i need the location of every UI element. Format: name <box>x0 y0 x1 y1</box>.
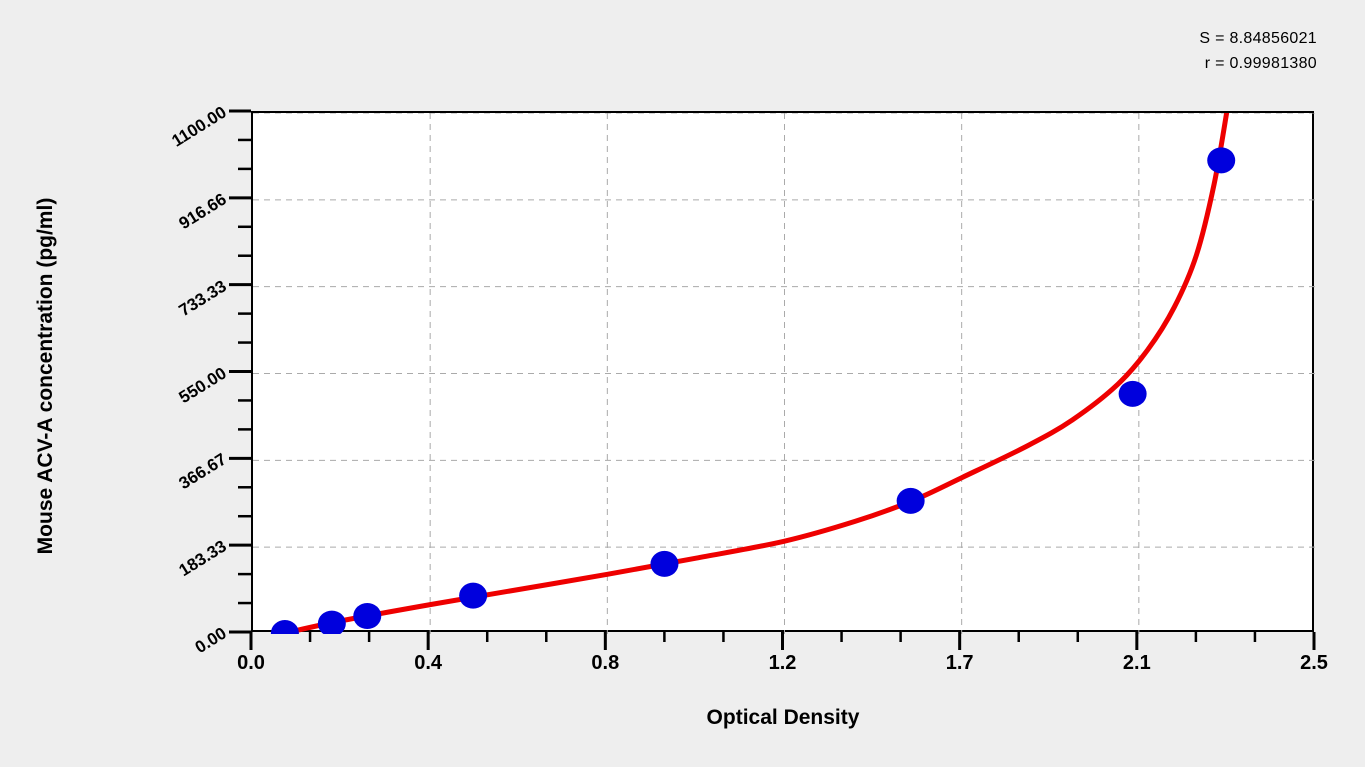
x-tick-label: 2.1 <box>1122 652 1151 674</box>
plot-area <box>251 111 1316 634</box>
x-tick-label: 1.2 <box>768 652 797 674</box>
s-value-text: S = 8.84856021 <box>1199 30 1317 47</box>
y-axis-title: Mouse ACV-A concentration (pg/ml) <box>34 197 57 555</box>
x-tick-label: 0.8 <box>591 652 620 674</box>
x-tick-label: 2.5 <box>1300 652 1328 674</box>
data-points <box>270 147 1236 634</box>
fit-statistics: S = 8.84856021 r = 0.99981380 <box>1199 26 1317 76</box>
data-point <box>896 487 925 514</box>
r-value-text: r = 0.99981380 <box>1204 55 1317 72</box>
gridlines <box>253 113 1316 634</box>
plot-canvas <box>253 113 1316 634</box>
data-point <box>353 603 382 630</box>
y-tick-label: 0.00 <box>191 623 230 658</box>
y-tick-label: 183.33 <box>175 536 230 581</box>
data-point <box>1118 380 1147 407</box>
y-tick-label: 733.33 <box>175 276 230 320</box>
y-tick-label: 916.66 <box>175 189 230 234</box>
x-tick-label: 1.7 <box>945 652 974 674</box>
data-point <box>1207 147 1236 174</box>
y-tick-label: 1100.00 <box>168 102 230 151</box>
data-point <box>270 620 299 634</box>
x-tick-label: 0.0 <box>237 652 265 674</box>
y-tick-label: 550.00 <box>175 363 230 407</box>
y-tick-label: 366.67 <box>175 449 230 494</box>
x-axis-title: Optical Density <box>706 706 860 729</box>
fit-curve <box>282 113 1230 634</box>
data-point <box>650 550 679 577</box>
fit-curve-path <box>282 113 1230 634</box>
data-point <box>459 582 488 609</box>
data-point <box>317 610 346 634</box>
x-tick-label: 0.4 <box>414 652 443 674</box>
